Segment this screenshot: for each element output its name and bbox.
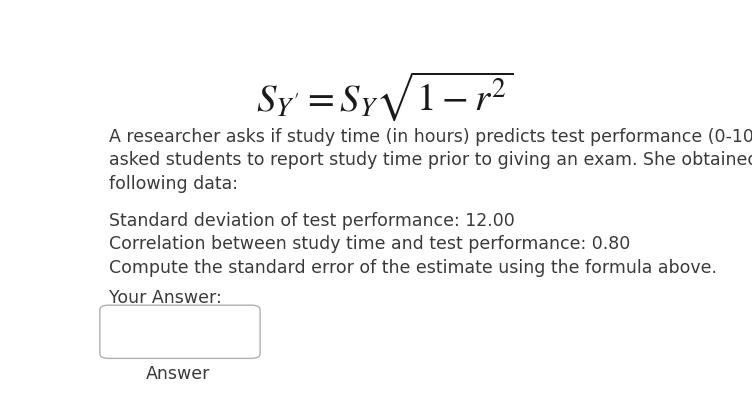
Text: A researcher asks if study time (in hours) predicts test performance (0-100). Sh: A researcher asks if study time (in hour…	[108, 128, 752, 193]
FancyBboxPatch shape	[100, 305, 260, 358]
Text: $S_{Y'} = S_Y\sqrt{1 - r^2}$: $S_{Y'} = S_Y\sqrt{1 - r^2}$	[256, 70, 514, 123]
Text: Your Answer:: Your Answer:	[108, 289, 221, 307]
Text: Standard deviation of test performance: 12.00
Correlation between study time and: Standard deviation of test performance: …	[108, 212, 717, 277]
Text: Answer: Answer	[147, 365, 211, 383]
